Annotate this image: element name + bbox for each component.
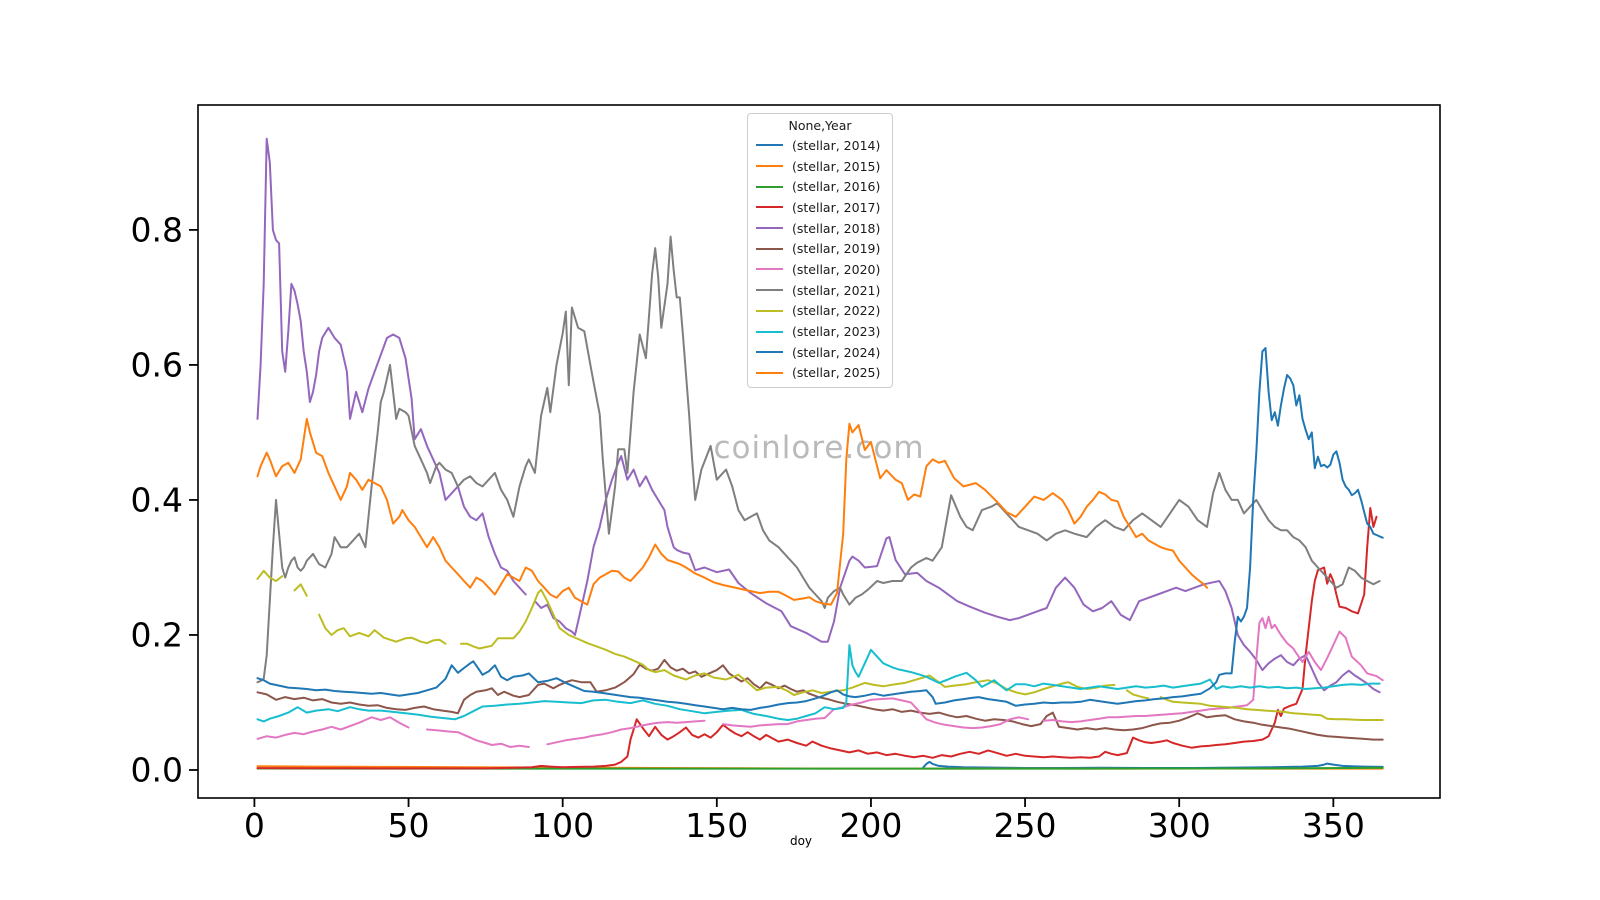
- legend-swatch-line: [756, 144, 783, 147]
- legend-item-label: (stellar, 2015): [792, 158, 881, 174]
- y-tick-label: 0.2: [131, 615, 183, 654]
- legend-item: (stellar, 2015): [748, 156, 892, 177]
- legend-item-label: (stellar, 2017): [792, 199, 881, 215]
- legend-swatch-line: [756, 309, 783, 312]
- y-tick-label: 0.6: [131, 345, 183, 384]
- legend-item-label: (stellar, 2018): [792, 220, 881, 236]
- legend-title: None,Year: [788, 118, 852, 133]
- x-tick-label: 300: [1148, 806, 1211, 845]
- x-axis-label: doy: [790, 834, 812, 848]
- series-line-2023: [256, 644, 1381, 723]
- legend-item-label: (stellar, 2025): [792, 365, 881, 381]
- x-tick-label: 350: [1302, 806, 1365, 845]
- legend-item: (stellar, 2020): [748, 259, 892, 280]
- legend-swatch-line: [756, 371, 783, 374]
- x-tick-label: 200: [839, 806, 902, 845]
- series-line-2017: [256, 507, 1378, 770]
- series-line-2025: [256, 417, 1208, 606]
- y-tick-label: 0.0: [131, 750, 183, 789]
- x-tick-label: 100: [531, 806, 594, 845]
- series-line-2019: [256, 658, 1384, 741]
- legend-item: (stellar, 2018): [748, 218, 892, 239]
- legend-item: (stellar, 2016): [748, 176, 892, 197]
- legend-item-label: (stellar, 2016): [792, 179, 881, 195]
- legend-item: (stellar, 2025): [748, 363, 892, 384]
- legend-swatch-line: [756, 247, 783, 250]
- legend-item: (stellar, 2021): [748, 280, 892, 301]
- legend-item-label: (stellar, 2023): [792, 324, 881, 340]
- legend-item-label: (stellar, 2021): [792, 282, 881, 298]
- legend-item: (stellar, 2024): [748, 342, 892, 363]
- series-line-2018: [256, 137, 1381, 694]
- legend-item-label: (stellar, 2022): [792, 303, 881, 319]
- y-tick-label: 0.8: [131, 210, 183, 249]
- legend-swatch-line: [756, 227, 783, 230]
- legend-swatch-line: [756, 165, 783, 168]
- legend-swatch-line: [756, 351, 783, 354]
- legend-item: (stellar, 2022): [748, 301, 892, 322]
- legend-item: (stellar, 2017): [748, 197, 892, 218]
- series-line-2020: [256, 615, 1384, 748]
- legend-swatch-line: [756, 330, 783, 333]
- x-tick-label: 0: [244, 806, 265, 845]
- x-tick-label: 50: [388, 806, 430, 845]
- series-line-2014: [922, 760, 1384, 769]
- plot-border: [197, 104, 1441, 799]
- legend-item-label: (stellar, 2014): [792, 137, 881, 153]
- legend-item: (stellar, 2014): [748, 135, 892, 156]
- legend-swatch-line: [756, 206, 783, 209]
- legend: None,Year (stellar, 2014) (stellar, 2015)…: [747, 113, 893, 389]
- legend-swatch-line: [756, 289, 783, 292]
- watermark: coinlore.com: [713, 430, 924, 466]
- series-line-2024: [256, 347, 1384, 711]
- legend-item: (stellar, 2023): [748, 321, 892, 342]
- series-line-2021: [256, 235, 1381, 684]
- legend-swatch-line: [756, 268, 783, 271]
- legend-item-label: (stellar, 2020): [792, 261, 881, 277]
- x-tick-label: 250: [994, 806, 1057, 845]
- legend-item-label: (stellar, 2019): [792, 241, 881, 257]
- legend-swatch-line: [756, 185, 783, 188]
- y-tick-label: 0.4: [131, 480, 183, 519]
- legend-item: (stellar, 2019): [748, 238, 892, 259]
- x-tick-label: 150: [685, 806, 748, 845]
- legend-item-label: (stellar, 2024): [792, 344, 881, 360]
- series-line-2022: [256, 569, 1384, 721]
